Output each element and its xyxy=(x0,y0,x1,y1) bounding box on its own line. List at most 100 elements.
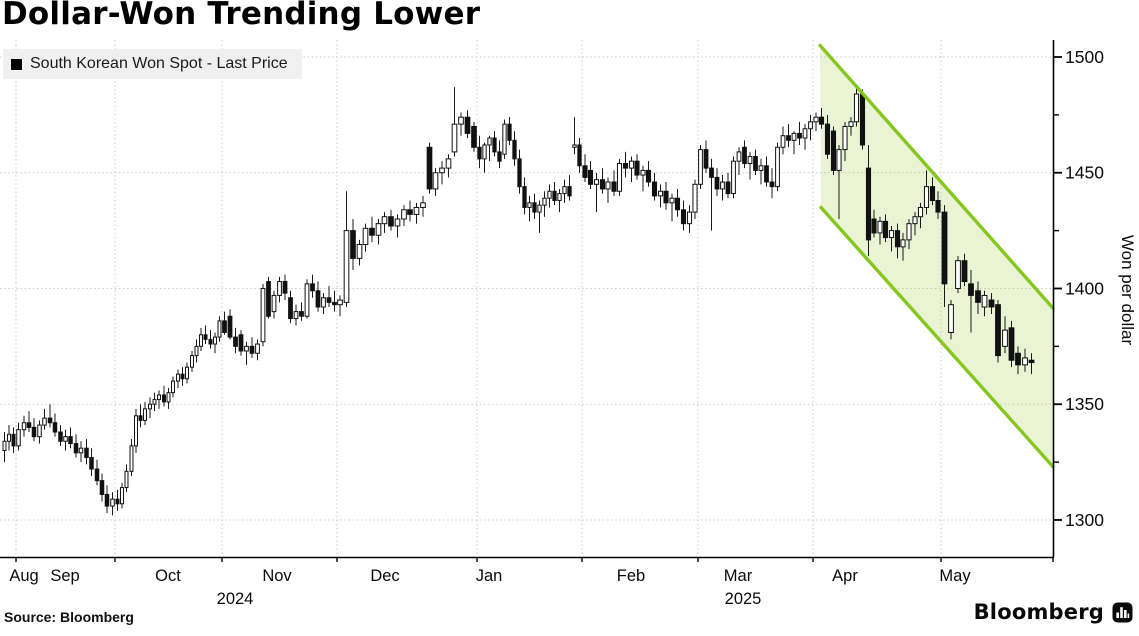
candle-body-up xyxy=(185,366,189,380)
month-label: Aug xyxy=(9,567,38,585)
candle-body-down xyxy=(507,123,512,141)
candle-body-up xyxy=(451,123,458,153)
y-tick-label: 1400 xyxy=(1065,278,1104,298)
candle-body-down xyxy=(929,186,936,202)
candle-body-down xyxy=(764,165,769,183)
candle-body-up xyxy=(134,415,138,447)
month-label: Oct xyxy=(155,567,181,585)
candle-body-up xyxy=(593,179,600,185)
candle-body-down xyxy=(326,297,332,303)
candle-body-down xyxy=(871,218,877,234)
candle-body-down xyxy=(332,301,337,306)
candle-body-down xyxy=(310,283,315,292)
candle-body-up xyxy=(758,165,764,171)
candle-body-down xyxy=(94,468,100,482)
candle-body-down xyxy=(859,93,866,146)
candle-body-down xyxy=(634,160,640,176)
candle-body-down xyxy=(89,456,94,470)
month-label: Jan xyxy=(476,567,503,585)
candle-body-down xyxy=(138,415,143,421)
month-label: Mar xyxy=(724,567,753,585)
candle-body-up xyxy=(562,186,567,195)
candle-body-down xyxy=(180,373,185,380)
bloomberg-chart-icon xyxy=(1112,602,1133,622)
candle-body-down xyxy=(830,130,837,171)
candle-body-up xyxy=(110,498,115,507)
candle-body-up xyxy=(199,334,203,347)
candle-body-up xyxy=(194,345,199,357)
candle-body-down xyxy=(266,281,271,317)
candle-body-down xyxy=(26,422,32,428)
candle-body-down xyxy=(567,186,572,197)
candle-body-up xyxy=(420,202,426,208)
month-label: Sep xyxy=(50,567,79,585)
candles-series xyxy=(2,87,1035,516)
candle-body-up xyxy=(542,197,547,206)
candle-body-up xyxy=(213,336,217,345)
trend-channel-fill xyxy=(820,45,1053,467)
candle-body-up xyxy=(375,223,382,236)
candle-body-down xyxy=(407,209,413,215)
candle-body-down xyxy=(645,169,652,183)
candle-body-down xyxy=(611,181,617,192)
candle-body-up xyxy=(1002,329,1008,347)
candle-body-up xyxy=(912,216,918,225)
candle-body-down xyxy=(68,436,73,445)
candle-body-up xyxy=(720,181,725,190)
candle-body-down xyxy=(233,336,238,347)
candle-body-down xyxy=(532,202,537,213)
candle-body-down xyxy=(968,283,974,296)
candle-body-down xyxy=(703,149,709,169)
candle-body-up xyxy=(686,211,693,225)
candle-body-down xyxy=(818,116,825,125)
candle-body-up xyxy=(482,144,487,160)
candle-body-down xyxy=(464,116,471,134)
candle-body-down xyxy=(577,144,582,167)
candle-body-up xyxy=(616,162,623,192)
candle-body-up xyxy=(362,227,369,245)
candle-body-down xyxy=(47,417,53,424)
candle-body-down xyxy=(249,345,255,354)
candle-body-up xyxy=(981,294,988,308)
candle-body-down xyxy=(651,181,658,197)
candle-body-up xyxy=(190,355,194,368)
candle-body-down xyxy=(824,123,831,155)
month-label: Feb xyxy=(617,567,645,585)
candle-body-up xyxy=(808,121,813,130)
candle-body-up xyxy=(7,433,11,442)
candle-body-up xyxy=(628,160,635,169)
candle-body-up xyxy=(458,116,464,125)
candle-body-down xyxy=(753,156,758,171)
candle-body-down xyxy=(492,137,497,153)
candle-body-down xyxy=(350,230,356,259)
candle-body-down xyxy=(714,176,720,190)
candle-body-down xyxy=(769,181,775,188)
candle-body-up xyxy=(124,470,129,489)
candle-body-down xyxy=(203,334,208,340)
candle-body-down xyxy=(935,200,941,213)
candle-body-up xyxy=(171,380,175,394)
candle-body-up xyxy=(78,447,84,454)
candle-body-down xyxy=(582,165,588,178)
candle-body-up xyxy=(152,399,157,405)
candle-body-up xyxy=(217,320,222,338)
candle-body-up xyxy=(337,299,343,306)
candle-body-up xyxy=(143,408,147,421)
candle-body-down xyxy=(742,146,747,164)
candle-body-up xyxy=(537,204,542,213)
candle-body-down xyxy=(52,422,58,433)
candle-body-up xyxy=(572,144,577,148)
candle-body-down xyxy=(680,209,687,225)
candle-body-up xyxy=(802,128,808,139)
candle-body-down xyxy=(512,139,517,160)
candle-body-up xyxy=(166,392,171,403)
candle-body-up xyxy=(487,137,492,146)
candle-body-down xyxy=(1008,327,1015,361)
candle-body-up xyxy=(791,132,797,141)
candle-body-up xyxy=(502,123,507,155)
candle-body-up xyxy=(37,424,42,438)
chart-title: Dollar-Won Trending Lower xyxy=(2,0,481,32)
candle-body-down xyxy=(894,230,901,248)
candle-body-down xyxy=(315,290,321,308)
